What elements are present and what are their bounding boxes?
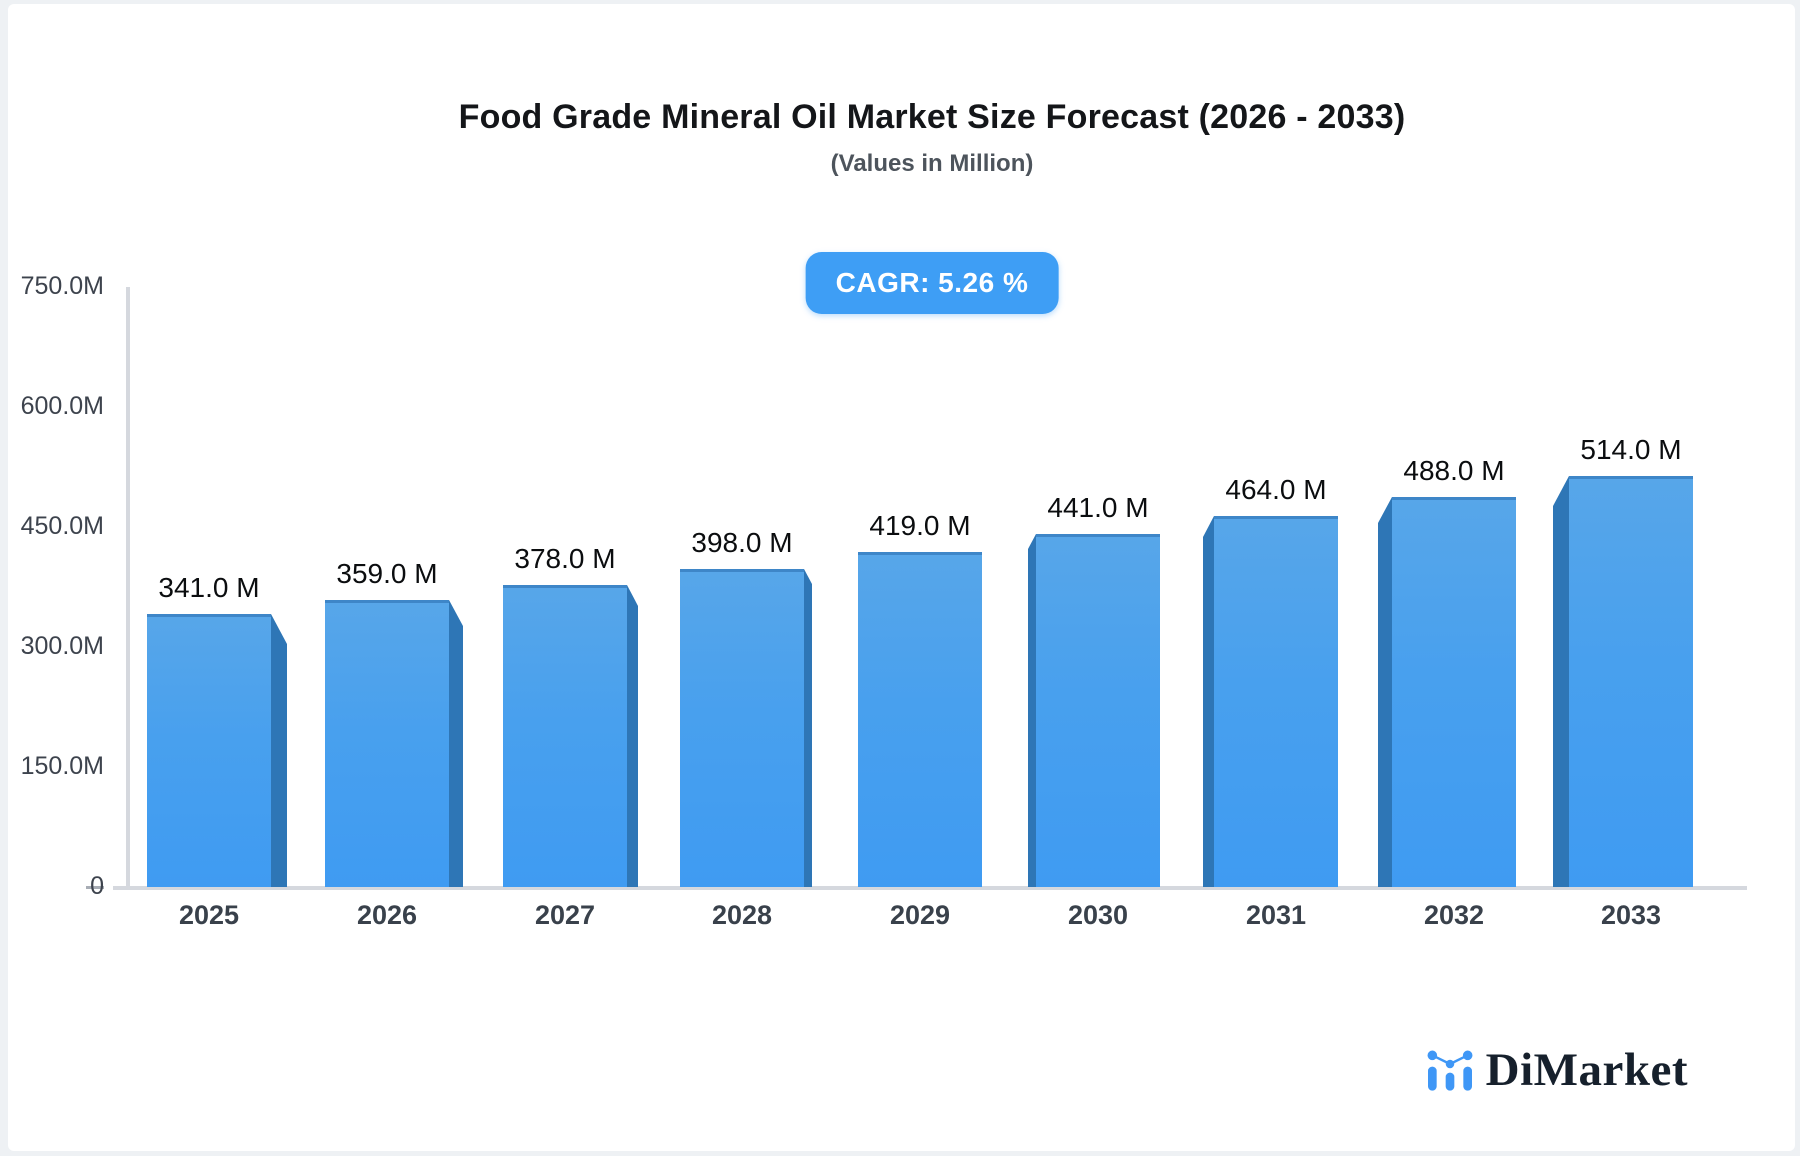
mini-bar-chart-icon xyxy=(1427,1050,1473,1091)
bar-plot-area: 341.0 M 2025 359.0 M 2026 378.0 M 2027 398.0 M… xyxy=(147,287,1767,930)
x-axis-label: 2033 xyxy=(1600,900,1662,930)
bar-group: 441.0 M 2030 xyxy=(1028,287,1160,930)
y-axis-label: 600.0M xyxy=(20,392,104,420)
bar-side-face xyxy=(1028,534,1036,887)
bar-side-face xyxy=(449,600,463,887)
bar-value-label: 488.0 M xyxy=(1403,455,1505,486)
bar-face xyxy=(680,569,804,887)
x-axis-label: 2027 xyxy=(534,900,596,930)
x-axis-label: 2028 xyxy=(711,900,773,930)
bar-group: 341.0 M 2025 xyxy=(147,287,287,930)
cagr-badge: CAGR: 5.26 % xyxy=(805,252,1059,314)
x-axis-label: 2031 xyxy=(1245,900,1307,930)
bar-side-face xyxy=(1553,476,1569,887)
x-axis-label: 2029 xyxy=(889,900,951,930)
y-axis-label: 0 xyxy=(90,872,104,900)
y-axis-label: 150.0M xyxy=(20,752,104,780)
bar-group: 419.0 M 2029 xyxy=(858,287,982,930)
bar-group: 398.0 M 2028 xyxy=(680,287,812,930)
bar-side-face xyxy=(271,614,287,887)
bar-value-label: 441.0 M xyxy=(1047,492,1149,523)
x-axis-label: 2026 xyxy=(356,900,418,930)
bar-value-label: 419.0 M xyxy=(869,510,971,541)
bar-side-face xyxy=(804,569,812,887)
x-axis-line xyxy=(113,886,1747,890)
bar-value-label: 398.0 M xyxy=(691,527,793,558)
bar-value-label: 514.0 M xyxy=(1580,434,1682,465)
x-axis-label: 2025 xyxy=(178,900,240,930)
bar-side-face xyxy=(627,585,638,887)
bar-face xyxy=(147,614,271,887)
chart-subtitle: (Values in Million) xyxy=(830,150,1034,177)
bar-value-label: 359.0 M xyxy=(336,558,438,589)
bar-group: 488.0 M 2032 xyxy=(1378,287,1516,930)
chart-title: Food Grade Mineral Oil Market Size Forec… xyxy=(458,98,1406,136)
y-axis-label: 300.0M xyxy=(20,632,104,660)
bar-face xyxy=(1036,534,1160,887)
x-axis-label: 2030 xyxy=(1067,900,1129,930)
bar-face xyxy=(325,600,449,887)
bar-group: 378.0 M 2027 xyxy=(503,287,638,930)
bar-value-label: 378.0 M xyxy=(514,543,616,574)
bar-face xyxy=(1569,476,1693,887)
bar-face xyxy=(1214,516,1338,887)
bar-side-face xyxy=(1378,497,1392,887)
bar-value-label: 341.0 M xyxy=(158,572,260,603)
bar-group: 464.0 M 2031 xyxy=(1203,287,1338,930)
zero-tick-mark xyxy=(86,886,104,889)
bar-side-face xyxy=(1203,516,1214,887)
logo-text: DiMarket xyxy=(1485,1044,1688,1096)
bar-value-label: 464.0 M xyxy=(1225,474,1327,505)
bar-face xyxy=(503,585,627,887)
bar-group: 514.0 M 2033 xyxy=(1553,287,1693,930)
y-axis-label: 450.0M xyxy=(20,512,104,540)
brand-logo: DiMarket xyxy=(1426,1038,1688,1102)
bar-face xyxy=(858,552,982,887)
bar-group: 359.0 M 2026 xyxy=(325,287,463,930)
y-axis-label: 750.0M xyxy=(20,272,104,300)
y-axis-line xyxy=(126,287,130,889)
x-axis-label: 2032 xyxy=(1423,900,1485,930)
bar-face xyxy=(1392,497,1516,887)
